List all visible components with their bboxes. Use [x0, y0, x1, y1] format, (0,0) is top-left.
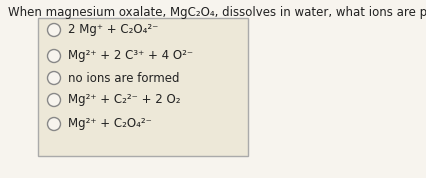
Circle shape	[47, 117, 60, 130]
Text: Mg²⁺ + 2 C³⁺ + 4 O²⁻: Mg²⁺ + 2 C³⁺ + 4 O²⁻	[68, 49, 193, 62]
Circle shape	[47, 93, 60, 106]
Circle shape	[47, 72, 60, 85]
Text: 2 Mg⁺ + C₂O₄²⁻: 2 Mg⁺ + C₂O₄²⁻	[68, 23, 158, 36]
FancyBboxPatch shape	[38, 18, 248, 156]
Circle shape	[47, 23, 60, 36]
Text: no ions are formed: no ions are formed	[68, 72, 179, 85]
Text: Mg²⁺ + C₂O₄²⁻: Mg²⁺ + C₂O₄²⁻	[68, 117, 152, 130]
Text: When magnesium oxalate, MgC₂O₄, dissolves in water, what ions are produced?: When magnesium oxalate, MgC₂O₄, dissolve…	[8, 6, 426, 19]
Text: Mg²⁺ + C₂²⁻ + 2 O₂: Mg²⁺ + C₂²⁻ + 2 O₂	[68, 93, 180, 106]
Circle shape	[47, 49, 60, 62]
